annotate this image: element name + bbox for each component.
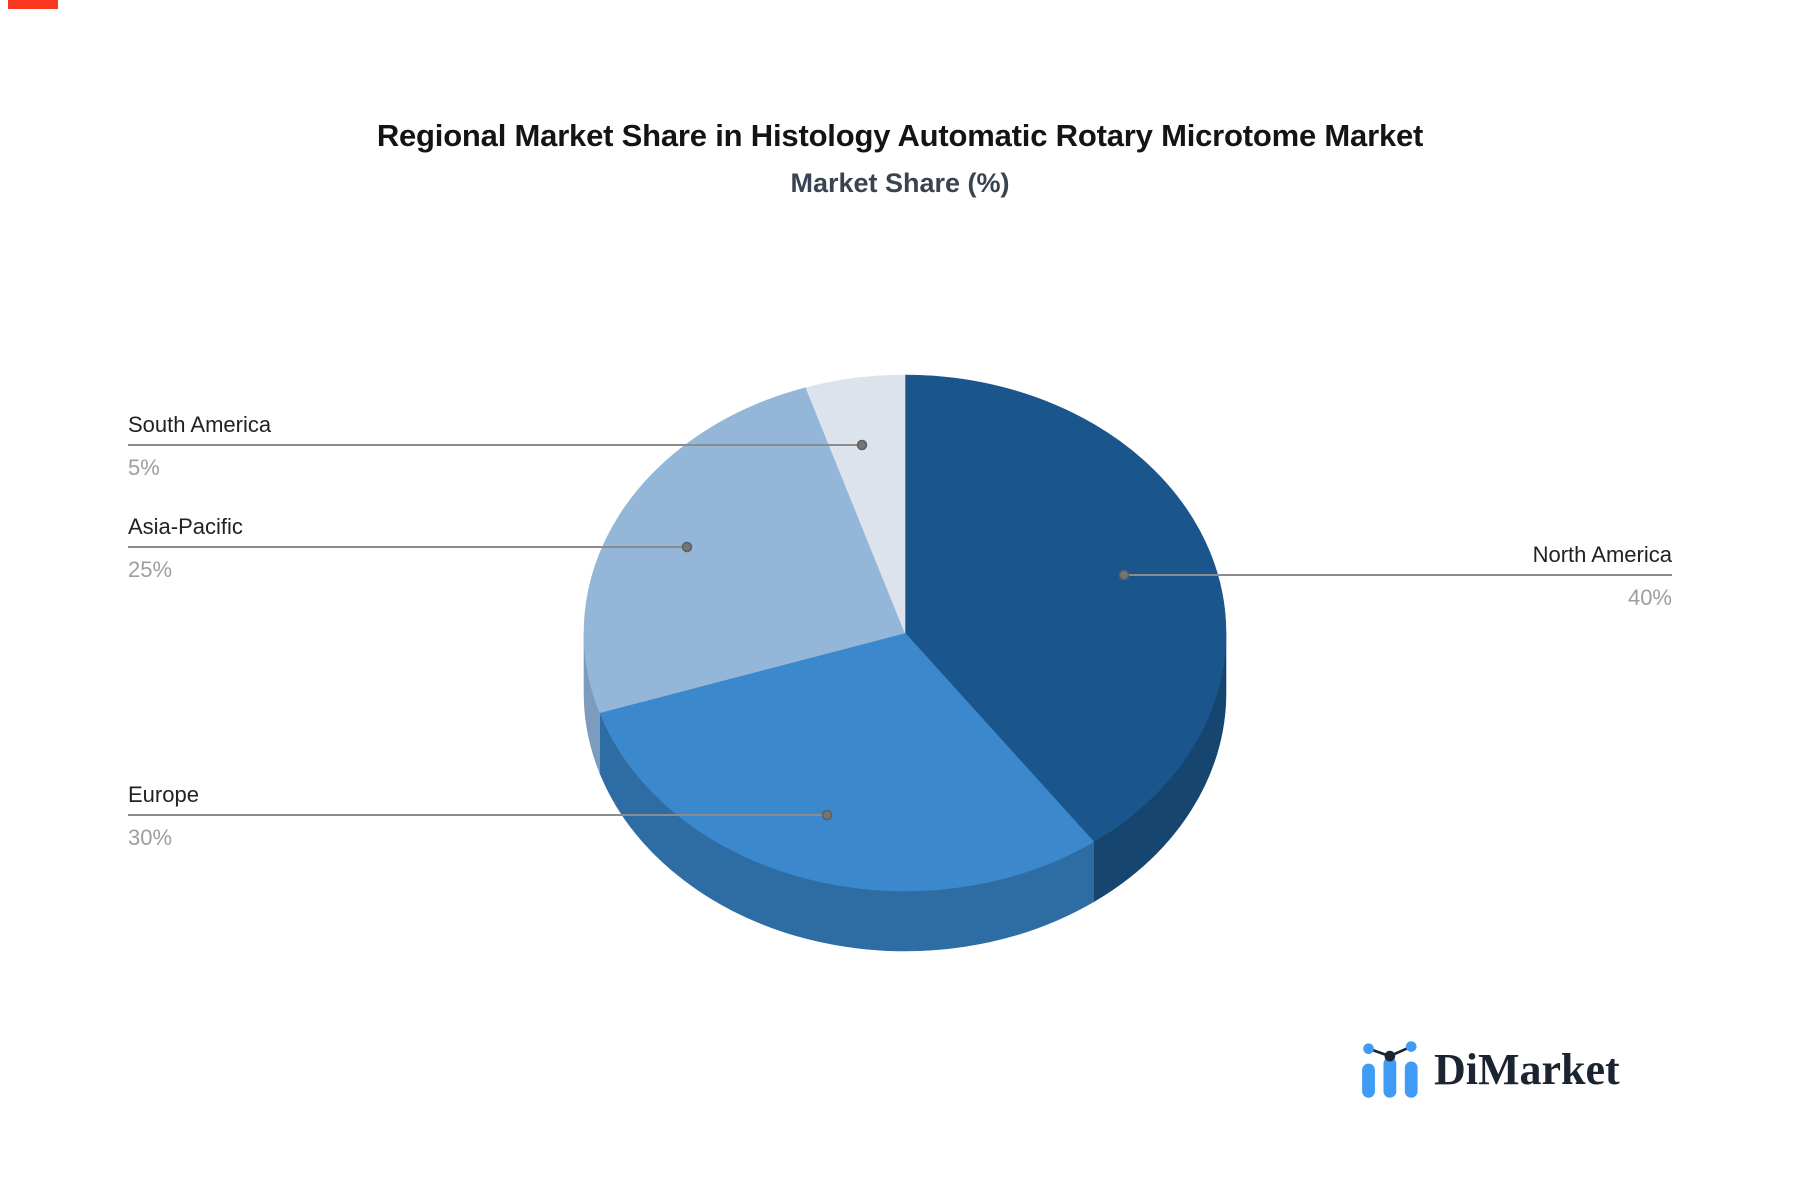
callout-anchor-dot <box>821 809 833 821</box>
brand-logo: DiMarket <box>1360 1038 1620 1102</box>
callout-label: North America <box>1532 542 1672 567</box>
pie-slice-asia-pacific <box>583 387 906 714</box>
pie-slice-europe <box>599 632 1095 892</box>
callout-anchor-dot <box>681 541 693 553</box>
callout-anchor-dot <box>856 439 868 451</box>
logo-bar <box>1362 1063 1375 1098</box>
page-title: Regional Market Share in Histology Autom… <box>376 118 1424 153</box>
callout-anchor-dot <box>1118 569 1130 581</box>
pie-slice-north-america <box>904 374 1227 843</box>
callout-value: 40% <box>1627 585 1672 610</box>
logo-dot <box>1384 1050 1396 1062</box>
top-accent-bar <box>8 0 58 9</box>
logo-bar <box>1404 1061 1418 1098</box>
bar-chart-logo-icon <box>1362 1041 1418 1098</box>
callout-label: Europe <box>128 782 199 807</box>
callout-value: 5% <box>128 455 160 480</box>
callout-label: South America <box>128 412 272 437</box>
callout-label: Asia-Pacific <box>128 514 243 539</box>
pie-slice-south-america <box>805 374 906 634</box>
callout-value: 30% <box>128 825 173 850</box>
logo-bar <box>1383 1057 1397 1098</box>
brand-name: DiMarket <box>1434 1045 1620 1094</box>
logo-dot <box>1405 1041 1417 1052</box>
callout-value: 25% <box>128 557 173 582</box>
logo-dot <box>1363 1043 1374 1054</box>
chart-subtitle: Market Share (%) <box>790 168 1010 198</box>
